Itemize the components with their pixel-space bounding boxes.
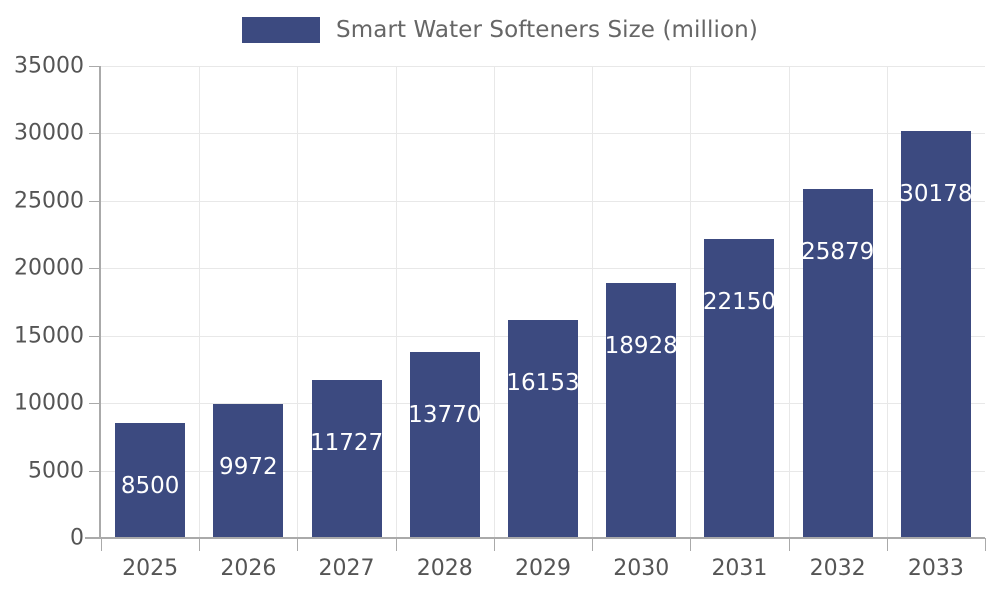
gridline-vertical — [788, 66, 790, 538]
y-tick-label: 5000 — [28, 458, 84, 484]
y-tick-mark — [89, 335, 101, 337]
x-tick-mark — [592, 538, 594, 551]
bar[interactable] — [409, 352, 480, 538]
x-tick-label: 2027 — [318, 556, 375, 581]
gridline-vertical — [395, 66, 397, 538]
bar[interactable] — [508, 320, 578, 538]
bar[interactable] — [900, 131, 971, 538]
x-tick-mark — [788, 538, 790, 551]
y-tick-label: 15000 — [14, 323, 84, 349]
x-axis-line — [85, 537, 985, 539]
x-tick-mark — [297, 538, 299, 551]
gridline-vertical — [493, 66, 495, 538]
gridline-vertical — [690, 66, 692, 538]
y-axis: 0 5000 10000 15000 20000 25000 30000 35000 — [0, 0, 101, 600]
legend-swatch-icon — [242, 17, 321, 43]
y-tick-label: 20000 — [14, 255, 84, 281]
x-tick-mark — [199, 538, 201, 551]
y-tick-label: 0 — [70, 525, 84, 551]
chart-legend: Smart Water Softeners Size (million) — [0, 10, 1000, 50]
plot-area: 8500 9972 11727 13770 16153 18928 22150 25879 30… — [101, 66, 985, 539]
y-tick-mark — [89, 403, 101, 405]
x-tick-label: 2032 — [809, 556, 866, 581]
x-tick-label: 2033 — [907, 556, 964, 581]
gridline-vertical — [297, 66, 299, 538]
bar[interactable] — [311, 379, 382, 538]
x-tick-label: 2031 — [711, 556, 768, 581]
y-tick-mark — [89, 268, 101, 270]
gridline-vertical — [199, 66, 201, 538]
y-tick-label: 10000 — [14, 390, 84, 416]
x-tick-mark — [985, 538, 986, 551]
bar[interactable] — [704, 239, 775, 538]
legend-label: Smart Water Softeners Size (million) — [336, 17, 758, 43]
gridline-horizontal — [101, 268, 985, 270]
y-tick-label: 30000 — [14, 120, 84, 146]
bar[interactable] — [606, 282, 677, 538]
gridline-horizontal — [101, 66, 985, 67]
x-tick-label: 2025 — [122, 556, 179, 581]
bar[interactable] — [115, 423, 186, 538]
y-tick-label: 25000 — [14, 188, 84, 214]
gridline-vertical — [886, 66, 888, 538]
x-tick-label: 2026 — [220, 556, 277, 581]
gridline-horizontal — [101, 200, 985, 202]
x-tick-mark — [886, 538, 888, 551]
x-tick-mark — [101, 538, 102, 551]
y-tick-label: 35000 — [14, 53, 84, 79]
x-tick-label: 2029 — [515, 556, 571, 581]
bar[interactable] — [802, 189, 873, 538]
y-tick-mark — [89, 538, 101, 539]
y-axis-tick-labels: 0 5000 10000 15000 20000 25000 30000 35000 — [0, 0, 84, 600]
y-tick-mark — [89, 133, 101, 135]
bar[interactable] — [213, 403, 284, 538]
y-axis-line — [99, 66, 101, 538]
y-tick-mark — [89, 470, 101, 472]
x-tick-mark — [493, 538, 495, 551]
x-tick-label: 2028 — [416, 556, 473, 581]
gridline-vertical — [592, 66, 594, 538]
x-tick-mark — [690, 538, 692, 551]
gridline-horizontal — [101, 133, 985, 135]
y-tick-mark — [89, 200, 101, 202]
x-tick-mark — [395, 538, 397, 551]
y-tick-mark — [89, 66, 101, 67]
x-tick-label: 2030 — [613, 556, 670, 581]
